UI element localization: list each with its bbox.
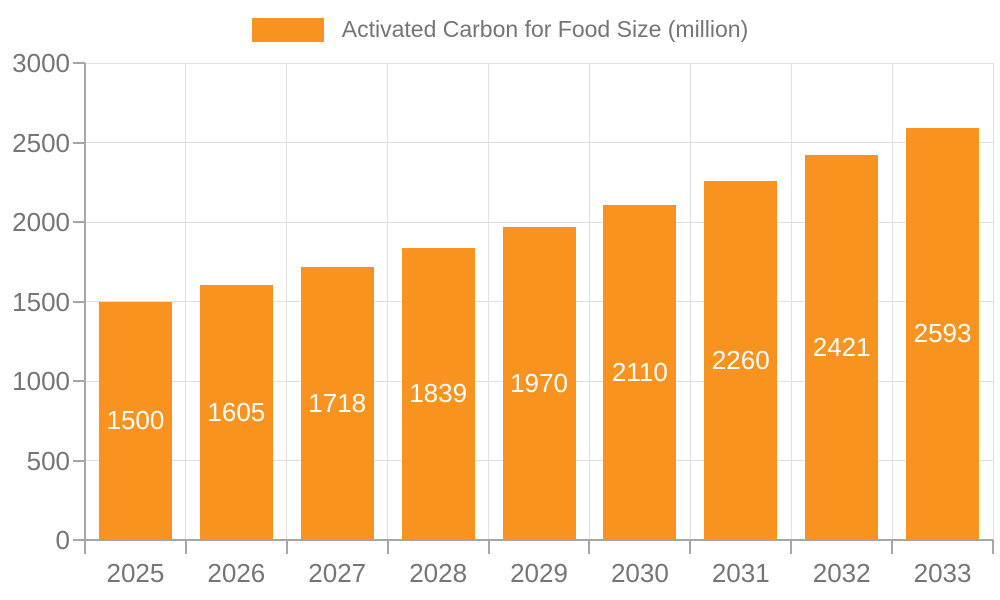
y-gridline xyxy=(85,221,993,223)
x-axis-tick-label: 2027 xyxy=(308,558,367,588)
x-gridline xyxy=(790,63,792,540)
bar[interactable]: 2593 xyxy=(906,127,980,540)
x-axis-tick-label: 2026 xyxy=(207,558,266,588)
x-axis-tick xyxy=(790,540,793,554)
y-axis-tick-label: 0 xyxy=(55,525,70,555)
bar[interactable]: 1839 xyxy=(401,247,475,540)
y-axis-tick-label: 1500 xyxy=(12,286,70,317)
x-axis-tick xyxy=(992,540,994,554)
x-axis-tick-label: 2030 xyxy=(610,558,669,588)
x-axis-tick xyxy=(487,540,490,554)
bar-value-label: 2260 xyxy=(711,344,770,375)
y-axis-tick xyxy=(73,459,85,462)
bar[interactable]: 2110 xyxy=(603,204,677,540)
bar-value-label: 2421 xyxy=(812,332,871,363)
y-axis-tick xyxy=(73,539,85,541)
y-axis-tick-label: 3000 xyxy=(12,48,70,78)
plot-area: 1500 1605 1718 1839 1970 2110 2260 2421 2593 xyxy=(84,62,994,541)
legend-label: Activated Carbon for Food Size (million) xyxy=(341,16,749,42)
y-axis-tick xyxy=(73,300,85,303)
x-axis-tick xyxy=(386,540,389,554)
x-axis-tick-label: 2031 xyxy=(711,558,770,588)
x-axis-tick xyxy=(84,540,86,554)
bar-value-label: 1605 xyxy=(207,396,266,427)
bar[interactable]: 1718 xyxy=(300,266,374,540)
x-axis-tick-label: 2025 xyxy=(106,558,165,588)
x-gridline xyxy=(992,63,994,540)
bar[interactable]: 2260 xyxy=(704,180,778,540)
x-axis-line xyxy=(85,539,993,541)
bar-value-label: 1500 xyxy=(106,405,165,436)
y-gridline xyxy=(85,142,993,143)
x-gridline xyxy=(689,63,691,540)
y-axis-tick xyxy=(73,141,85,144)
bar[interactable]: 1970 xyxy=(502,226,576,540)
bar[interactable]: 1500 xyxy=(98,301,172,540)
y-axis-tick-label: 1000 xyxy=(12,366,70,396)
bar-value-label: 1718 xyxy=(308,387,367,418)
y-axis-tick xyxy=(73,62,85,64)
bar[interactable]: 2421 xyxy=(805,155,879,540)
bar-value-label: 2593 xyxy=(913,318,972,349)
x-gridline xyxy=(286,63,288,540)
y-axis-tick-label: 500 xyxy=(26,445,70,476)
x-axis-tick xyxy=(689,540,692,554)
y-axis-tick-label: 2000 xyxy=(12,207,70,237)
legend-item[interactable]: Activated Carbon for Food Size (million) xyxy=(0,16,1000,43)
bar-value-label: 1970 xyxy=(510,367,568,398)
x-axis-tick-label: 2028 xyxy=(409,558,468,588)
y-axis-line xyxy=(84,63,86,540)
bar-value-label: 2110 xyxy=(611,356,668,387)
y-axis-tick-label: 2500 xyxy=(12,127,70,158)
bar-value-label: 1839 xyxy=(409,378,468,409)
y-axis-tick xyxy=(73,380,85,382)
x-gridline xyxy=(488,63,490,540)
legend-swatch-icon xyxy=(251,17,324,42)
x-axis-tick xyxy=(285,540,288,554)
x-gridline xyxy=(891,63,893,540)
x-axis-tick-label: 2032 xyxy=(812,558,871,588)
x-gridline xyxy=(185,63,187,540)
x-gridline xyxy=(588,63,590,540)
x-axis-tick-label: 2029 xyxy=(510,558,568,588)
x-axis-tick xyxy=(184,540,187,554)
x-axis-tick xyxy=(891,540,894,554)
bar[interactable]: 1605 xyxy=(199,284,273,540)
y-gridline xyxy=(85,62,993,64)
x-gridline xyxy=(387,63,389,540)
y-axis-tick xyxy=(73,221,85,223)
x-axis-tick xyxy=(588,540,591,554)
x-axis-tick-label: 2033 xyxy=(913,558,972,588)
